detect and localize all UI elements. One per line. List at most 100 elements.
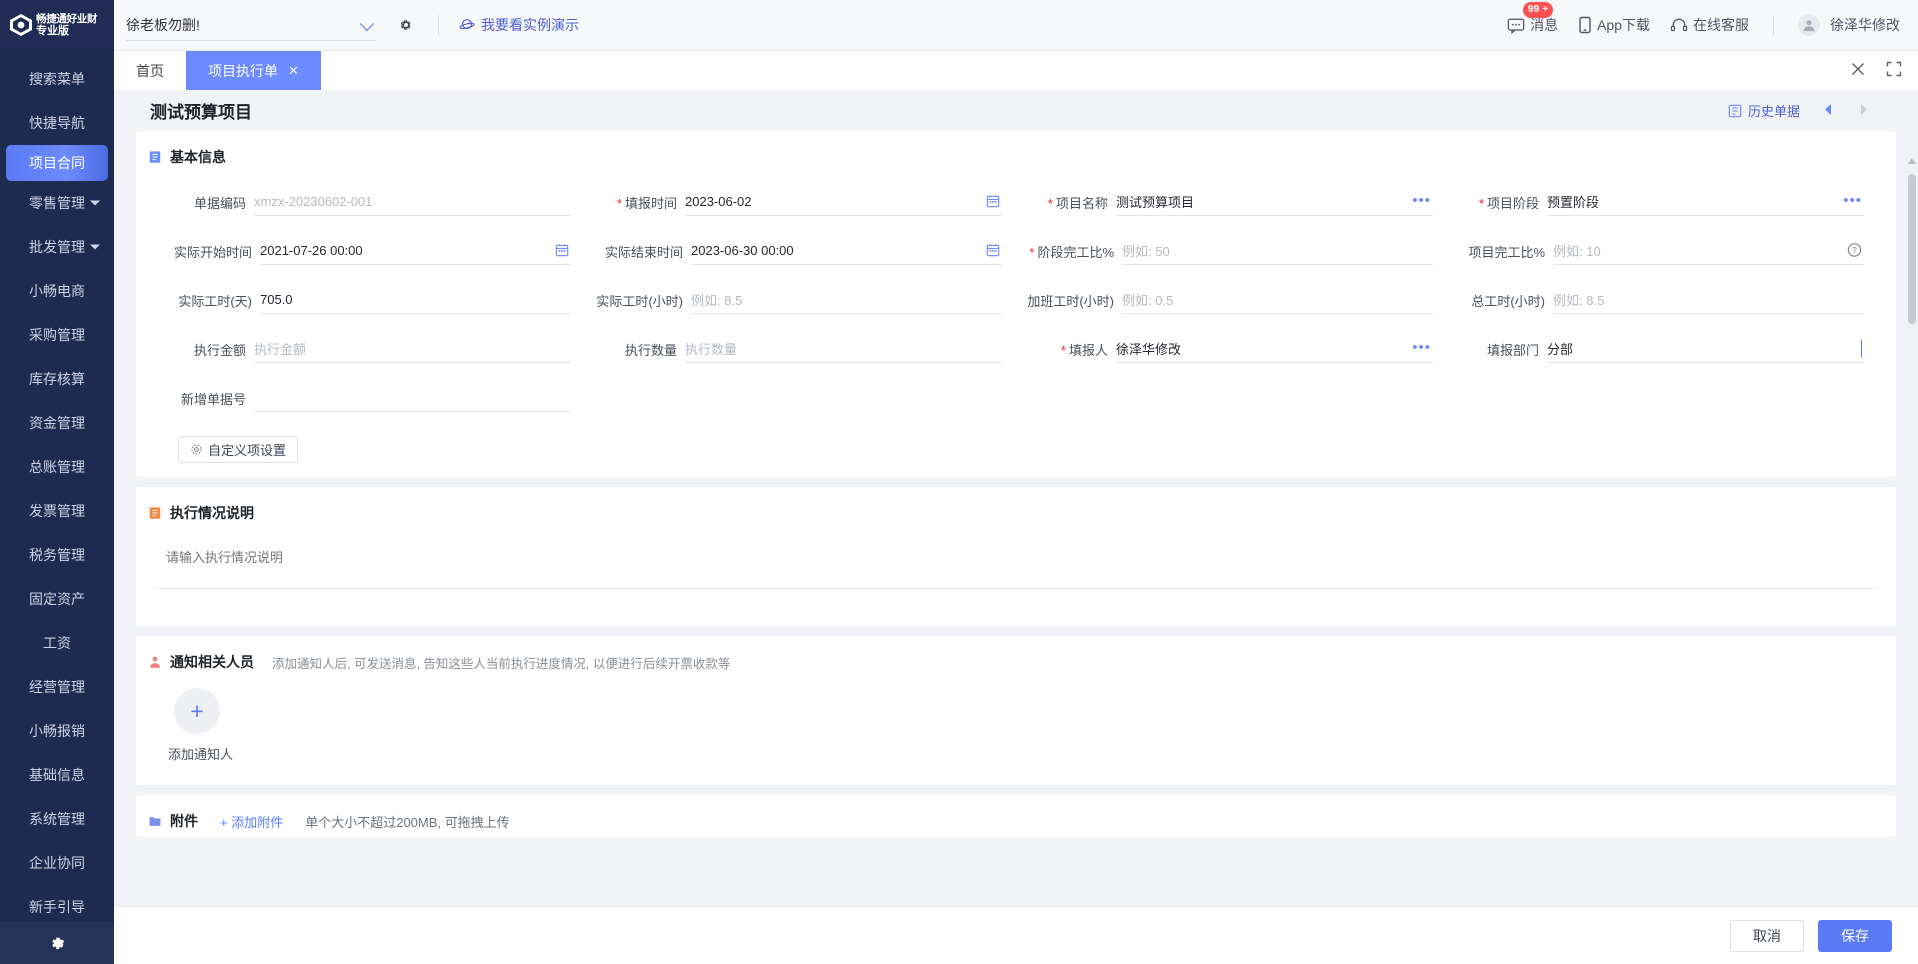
notify-hint: 添加通知人后, 可发送消息, 告知这些人当前执行进度情况, 以便进行后续开票收款… xyxy=(272,656,731,671)
field-input[interactable]: 2023-06-02 xyxy=(685,187,1002,216)
settings-button[interactable] xyxy=(394,13,418,37)
scroll-up-arrow[interactable] xyxy=(1908,158,1916,164)
required-marker: * xyxy=(1047,196,1053,211)
sidebar-item-8[interactable]: 资金管理 xyxy=(0,401,114,445)
field-input[interactable]: 测试预算项目 ••• xyxy=(1116,187,1433,216)
org-select[interactable]: 徐老板勿删! xyxy=(126,9,376,41)
notify-body: + 添加通知人 xyxy=(136,676,1896,777)
field-label-text: 实际工时(小时) xyxy=(596,294,683,309)
sidebar-item-2[interactable]: 项目合同 xyxy=(6,144,108,181)
field-input[interactable]: 分部 xyxy=(1547,334,1864,363)
add-notify-person-button[interactable]: + xyxy=(174,688,220,734)
ellipsis-icon[interactable]: ••• xyxy=(1412,339,1431,356)
arrow-right-icon[interactable] xyxy=(1857,103,1870,119)
folder-icon xyxy=(148,814,162,828)
app-download-button[interactable]: App下载 xyxy=(1578,15,1650,35)
sidebar-item-1[interactable]: 快捷导航 xyxy=(0,101,114,145)
history-button[interactable]: 历史单据 xyxy=(1728,101,1800,120)
sidebar-item-13[interactable]: 工资 xyxy=(0,621,114,665)
attachment-header: 附件 + 添加附件 单个大小不超过200MB, 可拖拽上传 xyxy=(136,795,1896,837)
user-menu[interactable]: 徐泽华修改 xyxy=(1798,14,1900,36)
sidebar-item-18[interactable]: 企业协同 xyxy=(0,841,114,885)
field-input[interactable]: 2023-06-30 00:00 xyxy=(691,236,1002,265)
field-input[interactable]: 705.0 xyxy=(260,285,571,314)
sidebar-item-0[interactable]: 搜索菜单 xyxy=(0,57,114,101)
sidebar-item-label: 企业协同 xyxy=(29,854,85,871)
close-icon[interactable] xyxy=(1850,61,1866,80)
field-input[interactable]: 徐泽华修改 ••• xyxy=(1116,334,1433,363)
form-field: 实际工时(小时) 例如: 8.5 xyxy=(585,275,1016,324)
field-input[interactable]: 例如: 10? xyxy=(1553,236,1864,265)
tab-home[interactable]: 首页 xyxy=(114,51,186,90)
save-button[interactable]: 保存 xyxy=(1818,919,1892,952)
field-value: 2023-06-30 00:00 xyxy=(691,242,794,258)
tab-project-execution[interactable]: 项目执行单 ✕ xyxy=(186,51,321,90)
field-input[interactable]: 例如: 50 xyxy=(1122,236,1433,265)
gear-icon xyxy=(397,16,415,34)
form-field: 总工时(小时) 例如: 8.5 xyxy=(1447,275,1878,324)
demo-link[interactable]: 我要看实例演示 xyxy=(459,15,579,35)
sidebar-settings-button[interactable] xyxy=(0,922,114,964)
field-input[interactable]: 2021-07-26 00:00 xyxy=(260,236,571,265)
sidebar-item-11[interactable]: 税务管理 xyxy=(0,533,114,577)
sidebar-item-19[interactable]: 新手引导 xyxy=(0,885,114,922)
calendar-icon[interactable] xyxy=(555,243,569,257)
field-label-text: 项目阶段 xyxy=(1486,196,1539,211)
gear-icon xyxy=(190,443,203,456)
sidebar-item-15[interactable]: 小畅报销 xyxy=(0,709,114,753)
sidebar-item-12[interactable]: 固定资产 xyxy=(0,577,114,621)
field-label-text: 填报人 xyxy=(1068,343,1108,358)
sidebar-item-14[interactable]: 经营管理 xyxy=(0,665,114,709)
custom-fields-settings-button[interactable]: 自定义项设置 xyxy=(178,436,299,463)
field-input[interactable]: 例如: 8.5 xyxy=(691,285,1002,314)
sidebar-item-6[interactable]: 采购管理 xyxy=(0,313,114,357)
field-input[interactable]: 预置阶段 ••• xyxy=(1547,187,1864,216)
sidebar-item-4[interactable]: 批发管理 xyxy=(0,225,114,269)
close-icon[interactable]: ✕ xyxy=(288,62,299,78)
form-field: * 填报时间 2023-06-02 xyxy=(585,177,1016,226)
content-scroll: 测试预算项目 历史单据 xyxy=(114,90,1918,906)
form-field: 实际工时(天) 705.0 xyxy=(154,275,585,324)
form-field: * 填报人 徐泽华修改 ••• xyxy=(1016,324,1447,373)
field-input[interactable]: 例如: 0.5 xyxy=(1122,285,1433,314)
cancel-button[interactable]: 取消 xyxy=(1730,919,1804,952)
execution-card: 执行情况说明 xyxy=(136,487,1896,626)
ellipsis-icon[interactable]: ••• xyxy=(1412,192,1431,209)
field-label: 实际工时(天) xyxy=(154,285,252,310)
add-attachment-link[interactable]: + 添加附件 xyxy=(220,814,284,830)
form-field: 执行金额 执行金额 xyxy=(154,324,585,373)
sidebar-item-5[interactable]: 小畅电商 xyxy=(0,269,114,313)
required-marker: * xyxy=(1478,196,1484,211)
calendar-icon[interactable] xyxy=(986,243,1000,257)
sidebar-item-9[interactable]: 总账管理 xyxy=(0,445,114,489)
field-label-text: 实际结束时间 xyxy=(604,245,683,260)
brand-edition: 专业版 xyxy=(36,24,69,37)
field-label: 实际结束时间 xyxy=(585,236,683,261)
sidebar-item-7[interactable]: 库存核算 xyxy=(0,357,114,401)
field-input[interactable] xyxy=(254,383,571,412)
attachment-hint: 单个大小不超过200MB, 可拖拽上传 xyxy=(305,814,510,830)
online-service-button[interactable]: 在线客服 xyxy=(1670,15,1749,35)
field-input[interactable]: 例如: 8.5 xyxy=(1553,285,1864,314)
sidebar-item-16[interactable]: 基础信息 xyxy=(0,753,114,797)
field-input[interactable]: xmzx-20230602-001 xyxy=(254,187,571,216)
question-icon[interactable]: ? xyxy=(1847,243,1862,258)
sidebar-item-10[interactable]: 发票管理 xyxy=(0,489,114,533)
form-field: * 阶段完工比% 例如: 50 xyxy=(1016,226,1447,275)
sidebar-item-17[interactable]: 系统管理 xyxy=(0,797,114,841)
ellipsis-icon[interactable]: ••• xyxy=(1843,192,1862,209)
field-input[interactable]: 执行数量 xyxy=(685,334,1002,363)
calendar-icon[interactable] xyxy=(986,194,1000,208)
field-input[interactable]: 执行金额 xyxy=(254,334,571,363)
field-label: 新增单据号 xyxy=(154,383,246,408)
form-field: 新增单据号 xyxy=(154,373,585,422)
scrollbar-thumb[interactable] xyxy=(1908,174,1916,324)
sidebar-item-3[interactable]: 零售管理 xyxy=(0,181,114,225)
vertical-scrollbar[interactable] xyxy=(1908,156,1916,906)
sidebar-item-label: 库存核算 xyxy=(29,370,85,387)
execution-textarea[interactable] xyxy=(154,545,1878,589)
fullscreen-icon[interactable] xyxy=(1886,61,1902,80)
field-label-text: 总工时(小时) xyxy=(1471,294,1545,309)
messages-button[interactable]: 消息 99 + xyxy=(1507,2,1558,35)
arrow-left-icon[interactable] xyxy=(1822,103,1835,119)
